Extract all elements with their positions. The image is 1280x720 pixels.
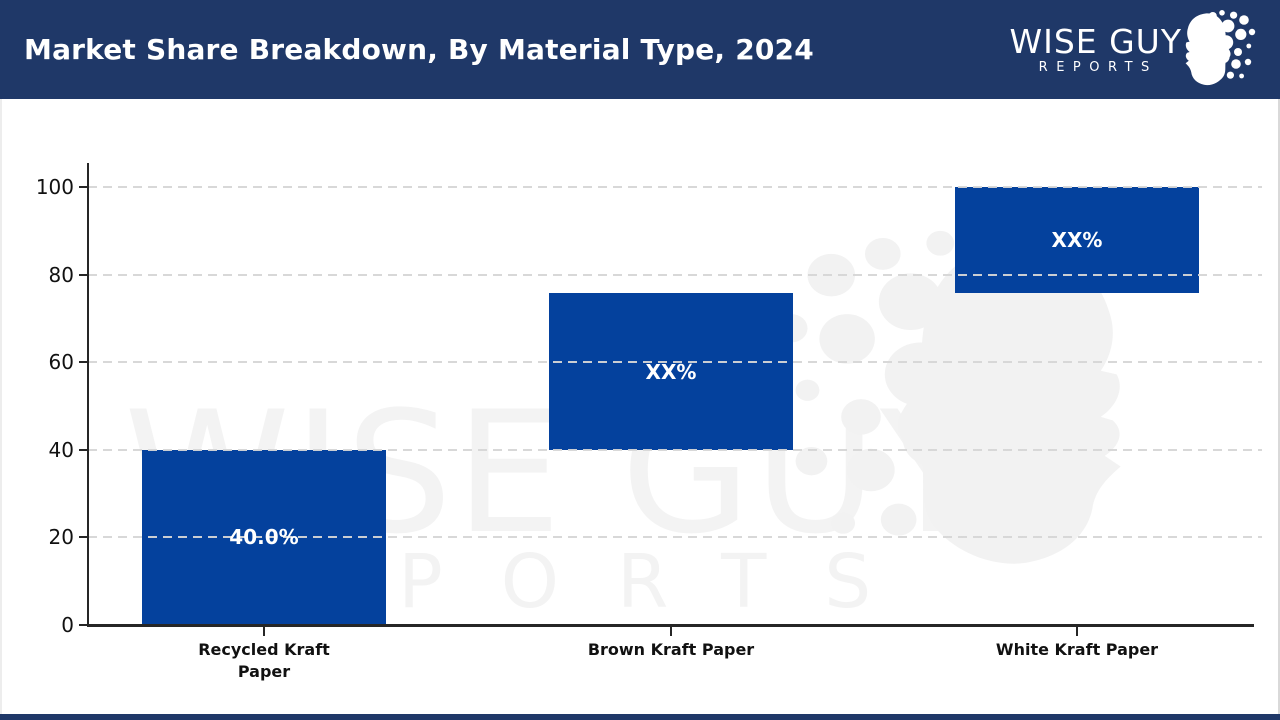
gridline [88,273,1262,276]
y-tick-mark [79,624,88,626]
bar-value-label: XX% [1051,228,1103,253]
y-tick-mark [79,448,88,451]
brand-logo-text: WISE GUY REPORTS [1009,22,1182,75]
gridline [88,186,1262,188]
x-tick-mark [1076,627,1078,636]
y-tick-label: 100 [35,175,74,199]
x-axis-label-line: Recycled Kraft [198,640,330,659]
y-tick-mark [79,536,88,539]
y-axis-line [87,163,89,627]
gridline [88,536,1262,539]
bar [549,293,793,450]
x-tick-mark [263,627,265,636]
x-axis-label: Recycled Kraft Paper [149,639,379,682]
y-tick-mark [79,361,88,364]
footer-accent-bar [0,714,1280,720]
x-axis-label-line: White Kraft Paper [995,640,1159,659]
brand-subtitle: REPORTS [1038,59,1158,75]
x-axis-label-line: Brown Kraft Paper [587,640,755,659]
y-tick-label: 0 [61,613,74,637]
bar-value-label: XX% [645,359,697,384]
x-axis-label: White Kraft Paper [962,639,1192,661]
y-tick-mark [79,186,88,188]
bar [955,187,1199,294]
x-axis-label: Brown Kraft Paper [556,639,786,661]
gridline [88,448,1262,451]
x-axis-label-line: Paper [237,661,291,681]
y-tick-label: 60 [48,350,74,375]
brand-logo: WISE GUY REPORTS [1009,8,1270,92]
bar-value-label: 40.0% [229,525,299,550]
y-tick-label: 40 [48,437,74,462]
x-axis-line [87,624,1254,627]
x-tick-mark [670,627,672,636]
gridline [88,361,1262,364]
y-tick-label: 20 [48,525,74,550]
brand-name: WISE GUY [1009,22,1182,62]
header-bar: Market Share Breakdown, By Material Type… [0,0,1280,99]
page-title: Market Share Breakdown, By Material Type… [24,33,814,66]
y-tick-label: 80 [48,262,74,287]
y-tick-mark [79,273,88,276]
